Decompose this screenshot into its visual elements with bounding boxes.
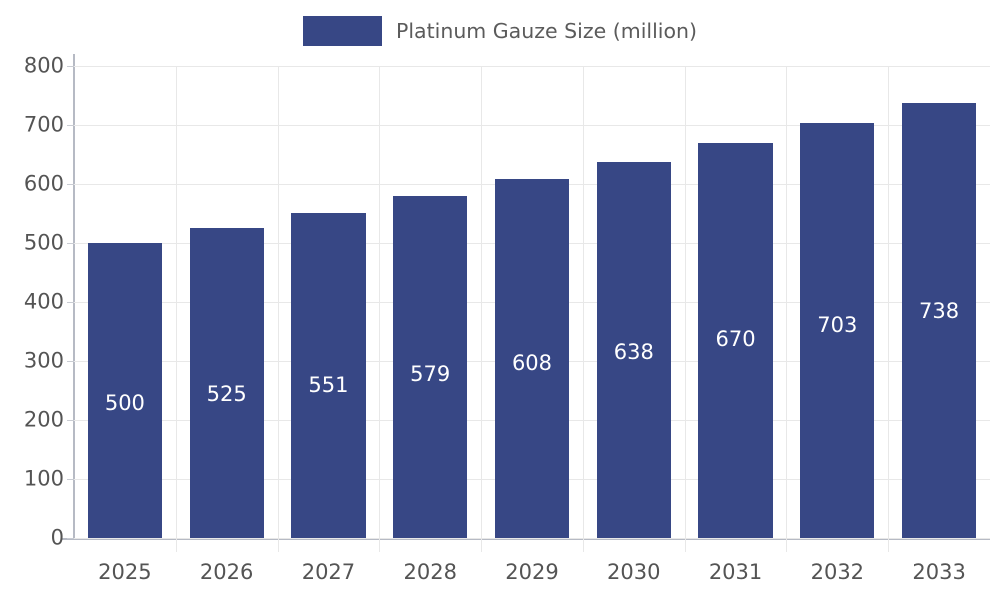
y-axis-tick-label: 100 — [23, 466, 64, 491]
y-axis-tick-label: 600 — [23, 171, 64, 196]
bar-value-label: 579 — [410, 362, 451, 387]
y-axis-tick-label: 500 — [23, 230, 64, 255]
vertical-gridline — [684, 66, 686, 538]
y-tick-mark — [67, 184, 74, 186]
x-tick-mark — [175, 538, 177, 552]
x-axis-tick-label: 2029 — [505, 560, 559, 584]
bar[interactable]: 579 — [393, 196, 468, 538]
y-axis-tick-label: 400 — [23, 289, 64, 314]
y-tick-mark — [67, 538, 74, 540]
x-tick-mark — [684, 538, 686, 552]
bar[interactable]: 608 — [494, 179, 570, 538]
bar[interactable]: 551 — [291, 212, 366, 538]
bar[interactable]: 670 — [698, 142, 773, 538]
vertical-gridline — [175, 66, 177, 538]
y-axis-tick-label: 200 — [23, 407, 64, 432]
plot-area: 500 525 551 579 608 638 670 703 738 — [62, 54, 990, 552]
vertical-gridline — [379, 66, 381, 538]
y-axis-spine — [73, 54, 75, 538]
y-tick-mark — [67, 302, 74, 304]
y-tick-mark — [67, 66, 74, 68]
bar[interactable]: 738 — [901, 102, 977, 538]
x-tick-mark — [888, 538, 890, 552]
bar[interactable]: 525 — [189, 228, 264, 538]
vertical-gridline — [888, 66, 890, 538]
x-tick-mark — [379, 538, 381, 552]
horizontal-gridline — [74, 66, 990, 67]
y-tick-mark — [67, 361, 74, 363]
chart-legend: Platinum Gauze Size (million) — [0, 12, 1000, 50]
bar-value-label: 738 — [919, 298, 960, 323]
x-axis-tick-label: 2028 — [403, 560, 457, 584]
bar-value-label: 551 — [308, 372, 349, 397]
x-axis-tick-label: 2030 — [607, 560, 661, 584]
bar-value-label: 670 — [715, 326, 756, 351]
legend-color-swatch — [302, 16, 382, 46]
y-axis-tick-label: 800 — [23, 53, 64, 78]
vertical-gridline — [582, 66, 584, 538]
x-axis-tick-label: 2033 — [912, 560, 966, 584]
bar-value-label: 703 — [817, 313, 858, 338]
x-axis-tick-label: 2025 — [98, 560, 152, 584]
vertical-gridline — [786, 66, 788, 538]
y-axis-tick-label: 300 — [23, 348, 64, 373]
x-tick-mark — [582, 538, 584, 552]
horizontal-gridline — [74, 125, 990, 126]
vertical-gridline — [277, 66, 279, 538]
bar[interactable]: 500 — [87, 243, 163, 538]
x-axis-tick-label: 2032 — [810, 560, 865, 584]
y-axis-tick-label: 0 — [50, 525, 64, 550]
y-tick-mark — [67, 420, 74, 422]
x-axis-tick-label: 2026 — [199, 560, 254, 584]
bar-value-label: 500 — [104, 391, 145, 415]
bar-value-label: 525 — [206, 382, 247, 407]
bar[interactable]: 638 — [596, 161, 671, 538]
x-axis-tick-label: 2027 — [301, 560, 356, 584]
horizontal-gridline — [74, 538, 990, 539]
y-tick-mark — [67, 125, 74, 127]
x-tick-mark — [277, 538, 279, 552]
y-tick-mark — [67, 479, 74, 481]
y-axis-tick-label: 700 — [23, 112, 64, 137]
y-tick-mark — [67, 243, 74, 245]
x-tick-mark — [786, 538, 788, 552]
x-tick-mark — [481, 538, 483, 552]
legend-label: Platinum Gauze Size (million) — [395, 18, 698, 43]
bar-value-label: 608 — [511, 351, 553, 376]
x-axis-tick-label: 2031 — [708, 560, 763, 584]
bar-value-label: 638 — [613, 339, 654, 364]
vertical-gridline — [481, 66, 483, 538]
bar[interactable]: 703 — [800, 123, 875, 538]
